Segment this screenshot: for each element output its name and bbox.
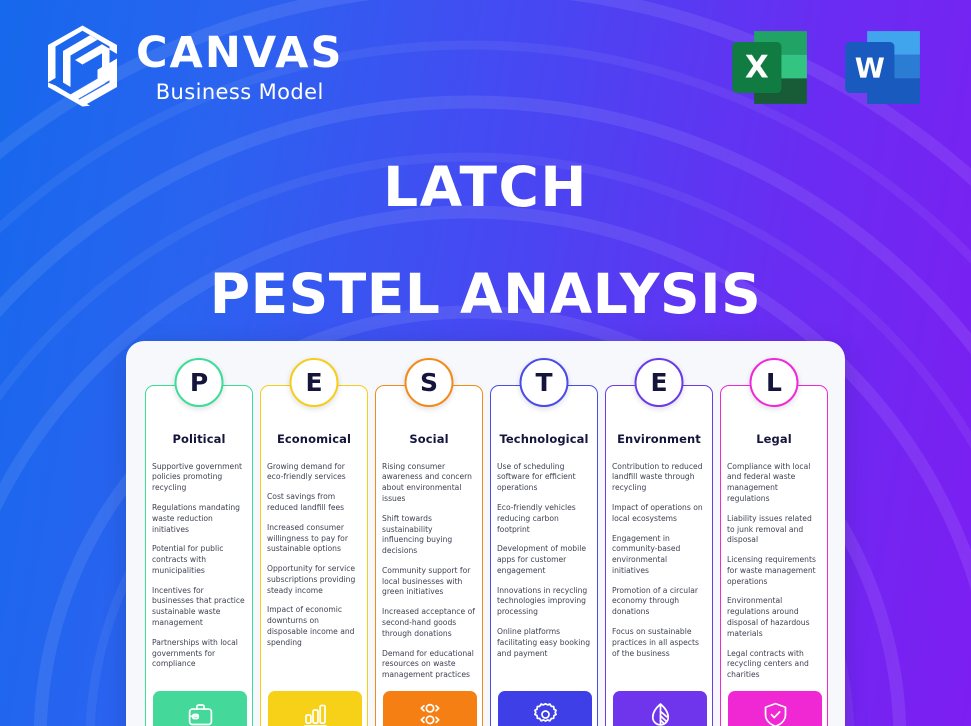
column-heading: Environment [617, 432, 701, 446]
list-item: Opportunity for service subscriptions pr… [267, 564, 356, 595]
people-community-icon [383, 691, 477, 726]
list-item: Potential for public contracts with muni… [152, 544, 224, 575]
list-item: Supportive government policies promoting… [152, 461, 243, 493]
list-item: Use of scheduling software for efficient… [497, 461, 576, 493]
list-item: Cost savings from reduced landfill fees [267, 492, 345, 512]
list-item: Focus on sustainable practices in all as… [612, 627, 699, 658]
list-item: Contribution to reduced landfill waste t… [612, 461, 703, 493]
list-item: Impact of operations on local ecosystems [612, 502, 703, 523]
list-item: Development of mobile apps for customer … [497, 544, 587, 575]
pestel-column-political: P Political Supportive government policies… [145, 358, 253, 726]
pestel-column-legal: L Legal Compliance with local and federal … [720, 358, 828, 726]
list-item: Demand for educational resources on wast… [382, 648, 474, 680]
column-items: Use of scheduling software for efficient… [497, 462, 591, 660]
column-items: Rising consumer awareness and concern ab… [382, 462, 476, 681]
office-icons: X W [725, 22, 929, 113]
title-section: LATCH PESTEL ANALYSIS [0, 160, 971, 322]
brand-logo: CANVAS Business Model [45, 24, 343, 108]
page-title: LATCH [383, 155, 588, 219]
svg-text:W: W [855, 54, 885, 85]
list-item: Environmental regulations around disposa… [727, 596, 810, 638]
pestel-column-technological: T Technological Use of scheduling software… [490, 358, 598, 726]
list-item: Community support for local businesses w… [382, 565, 471, 597]
list-item: Increased acceptance of second-hand good… [382, 607, 475, 638]
leaf-icon [613, 691, 707, 726]
letter-badge-e-1: E [289, 358, 339, 407]
pestel-column-economical: E Economical Growing demand for eco-friend… [260, 358, 368, 726]
brand-subtitle: Business Model [155, 79, 324, 104]
list-item: Compliance with local and federal waste … [727, 461, 811, 503]
hexagon-pinwheel-logo-icon [45, 24, 120, 108]
pestel-column-social: S Social Rising consumer awareness and con… [375, 358, 483, 726]
list-item: Partnerships with local governments for … [152, 637, 238, 669]
briefcase-icon [153, 691, 247, 726]
list-item: Shift towards sustainability influencing… [382, 513, 453, 556]
column-items: Compliance with local and federal waste … [727, 462, 821, 681]
column-items: Growing demand for eco-friendly services… [267, 462, 361, 649]
gear-icon [498, 691, 592, 726]
list-item: Liability issues related to junk removal… [727, 513, 812, 545]
list-item: Rising consumer awareness and concern ab… [382, 461, 472, 503]
svg-text:X: X [745, 50, 769, 86]
letter-badge-l-5: L [749, 358, 799, 407]
excel-icon[interactable]: X [725, 22, 816, 113]
list-item: Growing demand for eco-friendly services [267, 461, 346, 482]
column-heading: Technological [499, 432, 589, 446]
list-item: Eco-friendly vehicles reducing carbon fo… [497, 502, 576, 534]
word-icon[interactable]: W [838, 22, 929, 113]
column-items: Contribution to reduced landfill waste t… [612, 462, 706, 660]
list-item: Increased consumer willingness to pay fo… [267, 522, 348, 554]
header: CANVAS Business Model X W [0, 0, 971, 130]
column-heading: Legal [756, 432, 792, 446]
list-item: Engagement in community-based environmen… [612, 533, 681, 575]
list-item: Legal contracts with recycling centers a… [727, 648, 809, 680]
list-item: Licensing requirements for waste managem… [727, 555, 816, 586]
list-item: Incentives for businesses that practice … [152, 585, 245, 628]
column-items: Supportive government policies promoting… [152, 462, 246, 671]
letter-badge-s-2: S [404, 358, 454, 407]
list-item: Promotion of a circular economy through … [612, 585, 698, 617]
pestel-card: P Political Supportive government policies… [126, 341, 845, 726]
shield-check-icon [728, 691, 822, 726]
page-subtitle: PESTEL ANALYSIS [209, 262, 762, 326]
column-heading: Political [172, 432, 226, 446]
list-item: Impact of economic downturns on disposab… [267, 605, 355, 647]
brand-title: CANVAS [136, 27, 344, 78]
list-item: Innovations in recycling technologies im… [497, 585, 588, 617]
column-heading: Economical [276, 432, 352, 446]
letter-badge-p-0: P [174, 358, 224, 407]
list-item: Regulations mandating waste reduction in… [152, 502, 240, 534]
bar-chart-icon [268, 691, 362, 726]
pestel-columns: P Political Supportive government policies… [145, 358, 828, 726]
column-heading: Social [409, 432, 449, 446]
letter-badge-t-3: T [519, 358, 569, 407]
list-item: Online platforms facilitating easy booki… [497, 627, 591, 658]
letter-badge-e-4: E [634, 358, 684, 407]
pestel-column-environment: E Environment Contribution to reduced land… [605, 358, 713, 726]
